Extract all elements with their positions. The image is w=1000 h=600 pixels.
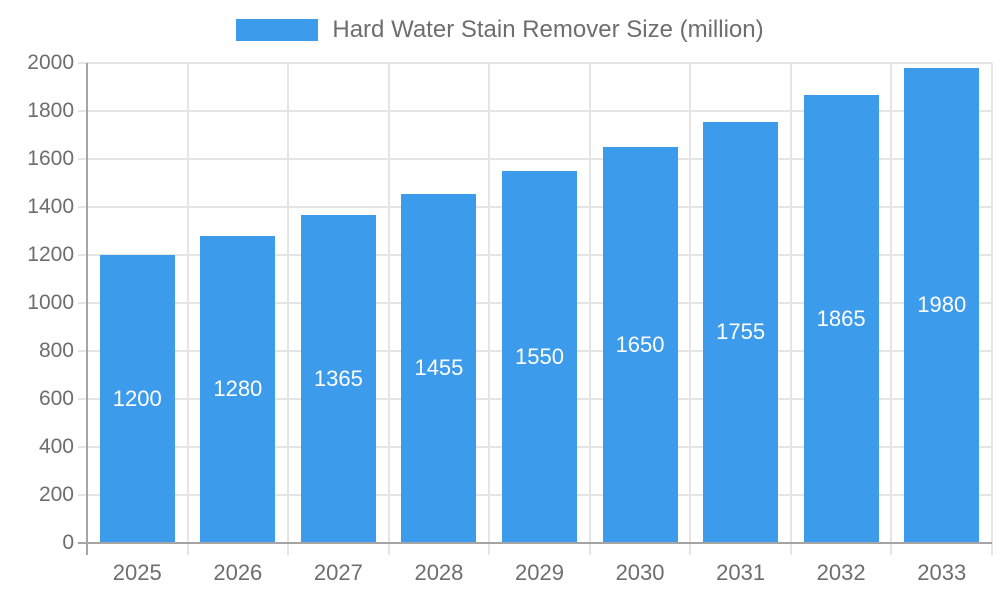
legend[interactable]: Hard Water Stain Remover Size (million) [0,16,1000,44]
bar-value-label: 1455 [414,355,464,381]
plot-area: 0 200 400 600 800 1000 1200 1400 1600 1800 2000 120… [27,51,993,585]
legend-label: Hard Water Stain Remover Size (million) [332,16,764,43]
y-axis-tick-label: 200 [38,483,74,506]
x-gridline [588,63,591,555]
y-axis-tick-label: 600 [38,387,74,410]
x-gridline [287,63,290,555]
y-axis-tick-label: 1000 [27,291,74,314]
y-axis-tick-label: 1200 [27,243,74,266]
x-axis-tick-label: 2029 [515,560,564,585]
y-gridline [78,110,992,112]
y-gridline [78,158,992,160]
x-axis-line [78,542,992,544]
legend-swatch-icon [236,19,319,41]
bar-value-label: 1755 [716,319,766,345]
x-gridline [689,63,692,555]
bar-2033[interactable] [904,67,980,543]
y-axis-tick-label: 1600 [27,147,74,170]
bar-2026[interactable] [200,235,276,543]
bar-value-label: 1865 [816,306,866,332]
x-axis-tick-label: 2032 [816,560,866,585]
bar-2032[interactable] [803,95,879,543]
bar-2025[interactable] [99,255,175,543]
y-axis-line [86,63,88,555]
x-axis-tick-label: 2026 [213,560,263,585]
x-gridline [991,63,993,555]
bar-2028[interactable] [401,193,477,543]
bar-value-label: 1980 [917,292,967,318]
y-axis-tick-label: 0 [62,531,74,554]
x-axis-tick-label: 2031 [716,560,766,585]
x-gridline [186,63,189,555]
bar-value-label: 1365 [313,366,363,392]
y-axis-tick-label: 1800 [27,99,74,122]
x-axis-tick-label: 2027 [313,560,363,585]
x-gridline [789,63,792,555]
bar-2030[interactable] [602,147,678,543]
y-gridline [78,62,992,64]
x-axis-tick-label: 2025 [112,560,162,585]
y-axis-tick-label: 1400 [27,195,74,218]
bar-value-label: 1550 [515,344,564,369]
bar-2027[interactable] [300,215,376,543]
y-axis-tick-label: 800 [38,339,74,362]
bar-value-label: 1200 [112,386,162,411]
bar-2029[interactable] [502,171,577,543]
y-axis-tick-label: 2000 [27,51,74,74]
x-axis-tick-label: 2030 [615,560,665,585]
bar-value-label: 1280 [213,376,263,402]
x-gridline [387,63,390,555]
x-axis-tick-label: 2028 [414,560,464,585]
x-gridline [890,63,893,555]
y-axis-tick-label: 400 [38,435,74,458]
x-axis-tick-label: 2033 [917,560,967,585]
bar-value-label: 1650 [615,332,665,357]
bar-2031[interactable] [703,121,779,543]
x-gridline [488,63,491,555]
